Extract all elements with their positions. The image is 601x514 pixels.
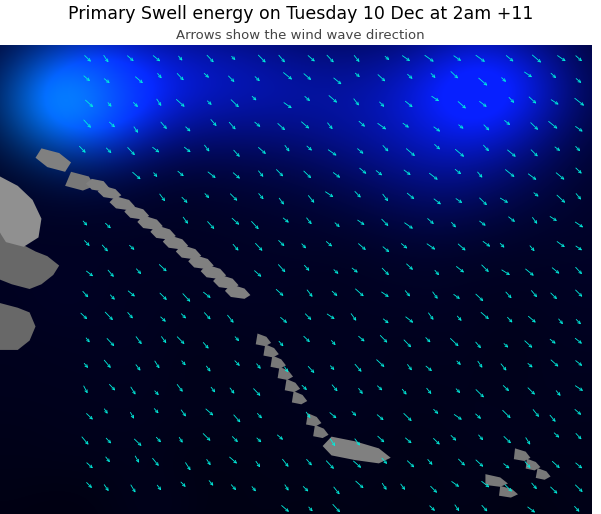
Polygon shape: [65, 172, 95, 191]
Polygon shape: [163, 235, 188, 250]
Polygon shape: [499, 486, 518, 498]
Polygon shape: [188, 255, 214, 269]
Polygon shape: [285, 379, 300, 392]
Polygon shape: [278, 367, 293, 380]
Polygon shape: [535, 468, 551, 480]
Polygon shape: [213, 274, 239, 289]
Polygon shape: [124, 206, 149, 219]
Polygon shape: [263, 344, 279, 357]
Polygon shape: [86, 179, 109, 192]
Polygon shape: [256, 334, 271, 346]
Polygon shape: [138, 215, 163, 230]
Polygon shape: [35, 149, 71, 172]
Polygon shape: [98, 186, 121, 199]
Polygon shape: [486, 474, 508, 487]
Polygon shape: [313, 425, 329, 438]
Polygon shape: [514, 448, 531, 461]
Polygon shape: [201, 265, 226, 279]
Polygon shape: [150, 225, 176, 240]
Polygon shape: [0, 45, 59, 514]
Polygon shape: [323, 437, 391, 464]
Polygon shape: [109, 196, 135, 210]
Polygon shape: [225, 284, 251, 299]
Polygon shape: [0, 45, 41, 247]
Polygon shape: [526, 458, 540, 470]
Text: Arrows show the wind wave direction: Arrows show the wind wave direction: [176, 29, 425, 42]
Polygon shape: [176, 245, 201, 260]
Polygon shape: [292, 391, 307, 405]
Polygon shape: [270, 356, 286, 369]
Text: Primary Swell energy on Tuesday 10 Dec at 2am +11: Primary Swell energy on Tuesday 10 Dec a…: [68, 6, 533, 24]
Polygon shape: [306, 413, 322, 426]
